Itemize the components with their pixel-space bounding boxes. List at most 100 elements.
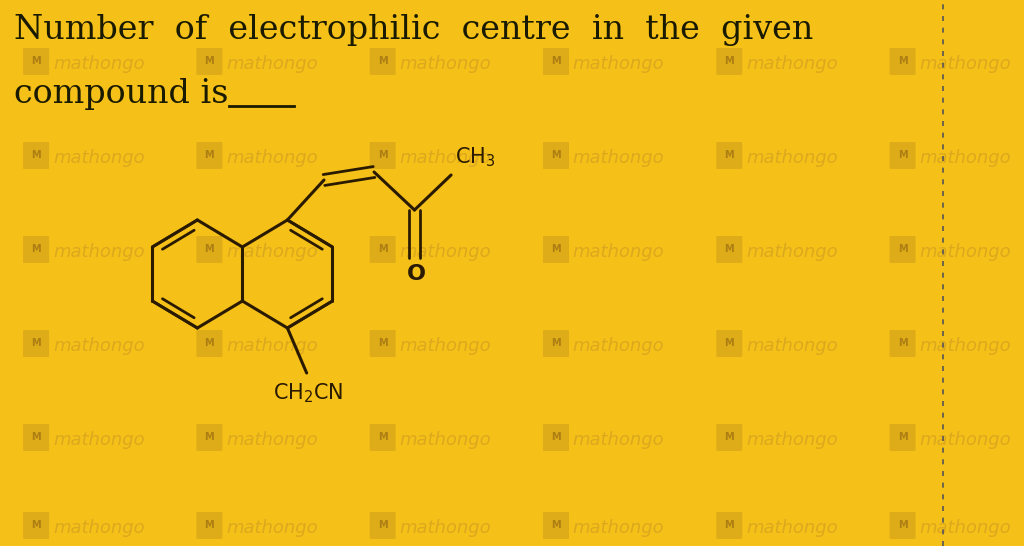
Text: M: M — [551, 520, 561, 531]
Text: M: M — [378, 151, 387, 161]
FancyBboxPatch shape — [716, 48, 742, 75]
Text: M: M — [898, 339, 907, 348]
Text: mathongo: mathongo — [746, 243, 838, 261]
FancyBboxPatch shape — [890, 424, 915, 451]
FancyBboxPatch shape — [197, 48, 222, 75]
Text: mathongo: mathongo — [572, 431, 665, 449]
Text: mathongo: mathongo — [226, 149, 317, 167]
FancyBboxPatch shape — [716, 424, 742, 451]
Text: mathongo: mathongo — [53, 337, 144, 355]
Text: mathongo: mathongo — [920, 55, 1011, 73]
Text: mathongo: mathongo — [53, 519, 144, 537]
Text: M: M — [205, 520, 214, 531]
Text: mathongo: mathongo — [572, 55, 665, 73]
Text: mathongo: mathongo — [53, 243, 144, 261]
Text: mathongo: mathongo — [399, 149, 492, 167]
Text: M: M — [898, 245, 907, 254]
FancyBboxPatch shape — [543, 512, 569, 539]
FancyBboxPatch shape — [24, 48, 49, 75]
FancyBboxPatch shape — [543, 236, 569, 263]
Text: mathongo: mathongo — [920, 243, 1011, 261]
Text: M: M — [32, 151, 41, 161]
Text: mathongo: mathongo — [920, 337, 1011, 355]
Text: mathongo: mathongo — [399, 519, 492, 537]
Text: M: M — [378, 432, 387, 442]
Text: M: M — [724, 151, 734, 161]
Text: M: M — [205, 339, 214, 348]
Text: mathongo: mathongo — [226, 55, 317, 73]
Text: mathongo: mathongo — [572, 337, 665, 355]
Text: mathongo: mathongo — [572, 243, 665, 261]
FancyBboxPatch shape — [716, 330, 742, 357]
Text: mathongo: mathongo — [399, 337, 492, 355]
Text: mathongo: mathongo — [920, 519, 1011, 537]
Text: mathongo: mathongo — [226, 431, 317, 449]
Text: mathongo: mathongo — [920, 149, 1011, 167]
Text: M: M — [378, 245, 387, 254]
Text: mathongo: mathongo — [572, 519, 665, 537]
FancyBboxPatch shape — [716, 142, 742, 169]
FancyBboxPatch shape — [890, 512, 915, 539]
FancyBboxPatch shape — [197, 424, 222, 451]
Text: mathongo: mathongo — [746, 149, 838, 167]
Text: CH$_2$CN: CH$_2$CN — [273, 381, 344, 405]
Text: M: M — [551, 56, 561, 67]
FancyBboxPatch shape — [716, 236, 742, 263]
FancyBboxPatch shape — [24, 236, 49, 263]
Text: mathongo: mathongo — [53, 149, 144, 167]
Text: M: M — [378, 520, 387, 531]
FancyBboxPatch shape — [24, 330, 49, 357]
Text: mathongo: mathongo — [226, 243, 317, 261]
Text: M: M — [724, 56, 734, 67]
Text: M: M — [898, 151, 907, 161]
FancyBboxPatch shape — [370, 236, 395, 263]
Text: mathongo: mathongo — [746, 519, 838, 537]
FancyBboxPatch shape — [197, 142, 222, 169]
Text: M: M — [205, 56, 214, 67]
FancyBboxPatch shape — [543, 330, 569, 357]
Text: M: M — [205, 245, 214, 254]
FancyBboxPatch shape — [24, 142, 49, 169]
Text: M: M — [551, 339, 561, 348]
Text: M: M — [724, 432, 734, 442]
FancyBboxPatch shape — [543, 48, 569, 75]
FancyBboxPatch shape — [370, 142, 395, 169]
FancyBboxPatch shape — [716, 512, 742, 539]
Text: mathongo: mathongo — [399, 55, 492, 73]
Text: mathongo: mathongo — [399, 243, 492, 261]
Text: mathongo: mathongo — [746, 431, 838, 449]
Text: mathongo: mathongo — [920, 431, 1011, 449]
Text: CH$_3$: CH$_3$ — [455, 145, 496, 169]
FancyBboxPatch shape — [543, 424, 569, 451]
Text: mathongo: mathongo — [746, 337, 838, 355]
Text: M: M — [898, 520, 907, 531]
Text: M: M — [378, 56, 387, 67]
FancyBboxPatch shape — [890, 48, 915, 75]
Text: M: M — [898, 432, 907, 442]
Text: M: M — [551, 151, 561, 161]
FancyBboxPatch shape — [890, 236, 915, 263]
Text: M: M — [378, 339, 387, 348]
Text: M: M — [32, 245, 41, 254]
FancyBboxPatch shape — [197, 330, 222, 357]
Text: M: M — [32, 520, 41, 531]
Text: Number  of  electrophilic  centre  in  the  given: Number of electrophilic centre in the gi… — [14, 14, 814, 46]
Text: M: M — [724, 245, 734, 254]
FancyBboxPatch shape — [24, 512, 49, 539]
Text: mathongo: mathongo — [746, 55, 838, 73]
FancyBboxPatch shape — [370, 48, 395, 75]
FancyBboxPatch shape — [24, 424, 49, 451]
Text: M: M — [32, 432, 41, 442]
Text: M: M — [205, 432, 214, 442]
Text: mathongo: mathongo — [53, 431, 144, 449]
Text: mathongo: mathongo — [226, 519, 317, 537]
FancyBboxPatch shape — [890, 142, 915, 169]
FancyBboxPatch shape — [543, 142, 569, 169]
Text: compound is: compound is — [14, 78, 229, 110]
FancyBboxPatch shape — [890, 330, 915, 357]
Text: O: O — [407, 264, 426, 284]
Text: M: M — [32, 339, 41, 348]
Text: M: M — [551, 432, 561, 442]
Text: M: M — [205, 151, 214, 161]
FancyBboxPatch shape — [370, 330, 395, 357]
